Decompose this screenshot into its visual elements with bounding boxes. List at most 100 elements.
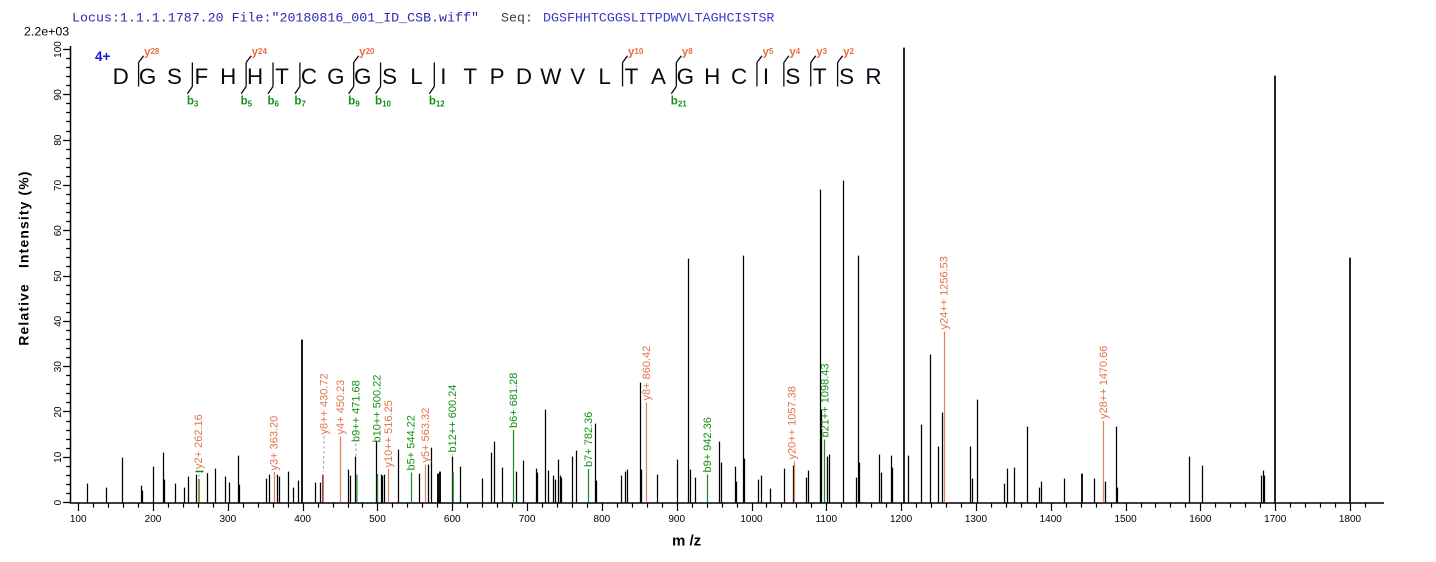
svg-text:G: G [677,64,694,89]
svg-text:S: S [839,64,854,89]
svg-text:1400: 1400 [1040,514,1063,525]
svg-text:1200: 1200 [890,514,913,525]
svg-text:y5: y5 [762,47,773,59]
svg-text:T: T [463,64,477,89]
svg-text:100: 100 [70,514,87,525]
svg-text:S: S [785,64,800,89]
svg-text:b12++ 600.24: b12++ 600.24 [447,385,459,453]
svg-text:50: 50 [53,270,64,282]
svg-text:b12: b12 [429,96,445,109]
svg-text:800: 800 [594,514,611,525]
svg-text:Locus:1.1.1.1787.20 File:"2018: Locus:1.1.1.1787.20 File:"20180816_001_I… [72,11,479,26]
svg-text:b7+ 782.36: b7+ 782.36 [583,412,595,467]
svg-text:W: W [540,64,562,89]
svg-text:300: 300 [219,514,236,525]
svg-text:I: I [763,64,769,89]
svg-text:C: C [731,64,747,89]
svg-text:100: 100 [53,41,64,58]
svg-text:b9+ 942.36: b9+ 942.36 [702,417,714,472]
svg-text:S: S [382,64,397,89]
svg-text:P: P [490,64,505,89]
svg-text:20: 20 [53,406,64,418]
svg-text:b9++ 471.68: b9++ 471.68 [351,380,363,442]
svg-text:y28: y28 [144,47,160,59]
svg-text:D: D [113,64,129,89]
svg-text:200: 200 [145,514,162,525]
svg-text:y20++ 1057.38: y20++ 1057.38 [786,386,798,459]
svg-text:900: 900 [668,514,685,525]
svg-text:10: 10 [53,451,64,463]
svg-text:G: G [354,64,371,89]
svg-text:H: H [247,64,263,89]
svg-text:500: 500 [369,514,386,525]
svg-text:y4+ 450.23: y4+ 450.23 [335,380,347,435]
svg-text:D: D [516,64,532,89]
svg-text:1100: 1100 [816,514,838,525]
svg-text:T: T [275,64,289,89]
svg-text:y10++ 516.25: y10++ 516.25 [383,400,395,467]
svg-text:DGSFHHTCGGSLITPDWVLTAGHCISTSR: DGSFHHTCGGSLITPDWVLTAGHCISTSR [543,11,774,26]
svg-text:b6+ 681.28: b6+ 681.28 [508,373,520,428]
svg-text:b5: b5 [241,96,253,109]
svg-text:1000: 1000 [740,514,763,525]
svg-text:H: H [704,64,720,89]
svg-text:700: 700 [519,514,536,525]
svg-text:b9: b9 [348,96,360,109]
svg-text:y24++ 1256.53: y24++ 1256.53 [939,256,951,329]
svg-text:S: S [167,64,182,89]
svg-text:1500: 1500 [1114,514,1137,525]
svg-text:y2: y2 [843,47,854,59]
svg-text:90: 90 [53,89,64,101]
svg-text:y8: y8 [682,47,693,59]
svg-text:b21++ 1098.43: b21++ 1098.43 [819,363,831,437]
svg-text:80: 80 [53,134,64,146]
svg-text:y20: y20 [359,47,375,59]
svg-text:1800: 1800 [1339,514,1362,525]
svg-text:y5+ 563.32: y5+ 563.32 [420,408,432,463]
svg-text:y2+ 262.16: y2+ 262.16 [193,414,205,469]
svg-text:Seq:: Seq: [501,11,533,26]
svg-text:F: F [195,64,209,89]
svg-text:H: H [220,64,236,89]
svg-text:40: 40 [53,315,64,327]
svg-text:1700: 1700 [1264,514,1287,525]
svg-text:A: A [651,64,666,89]
svg-text:1600: 1600 [1189,514,1212,525]
svg-text:0: 0 [53,499,64,505]
svg-text:60: 60 [53,225,64,237]
svg-text:y24: y24 [252,47,268,59]
svg-text:G: G [139,64,156,89]
svg-text:m /z: m /z [672,532,701,549]
svg-text:1300: 1300 [965,514,988,525]
svg-text:y10: y10 [628,47,644,59]
svg-text:y28++ 1470.66: y28++ 1470.66 [1098,346,1110,419]
svg-text:G: G [327,64,344,89]
svg-text:400: 400 [294,514,311,525]
svg-text:R: R [865,64,881,89]
svg-text:b10: b10 [375,96,391,109]
svg-text:V: V [570,64,585,89]
svg-text:C: C [301,64,317,89]
svg-text:y3: y3 [816,47,827,59]
svg-text:L: L [410,64,422,89]
svg-text:b6: b6 [268,96,280,109]
svg-text:600: 600 [444,514,461,525]
svg-text:y8++ 430.72: y8++ 430.72 [319,373,331,434]
svg-text:4+: 4+ [95,49,111,64]
svg-text:b7: b7 [294,96,306,109]
svg-text:T: T [813,64,827,89]
svg-text:b21: b21 [671,96,687,109]
svg-text:y3+ 363.20: y3+ 363.20 [269,416,281,471]
svg-text:2.2e+03: 2.2e+03 [24,25,69,39]
svg-text:T: T [625,64,639,89]
svg-text:Relative Intensity (%): Relative Intensity (%) [17,170,32,345]
svg-text:30: 30 [53,361,64,373]
svg-text:y8+ 860.42: y8+ 860.42 [641,346,653,401]
svg-text:I: I [440,64,446,89]
svg-text:L: L [598,64,610,89]
svg-text:y4: y4 [789,47,800,59]
svg-text:b10++ 500.22: b10++ 500.22 [372,375,384,443]
svg-text:70: 70 [53,179,64,191]
svg-text:b3: b3 [187,96,199,109]
svg-text:b5+ 544.22: b5+ 544.22 [406,415,418,470]
